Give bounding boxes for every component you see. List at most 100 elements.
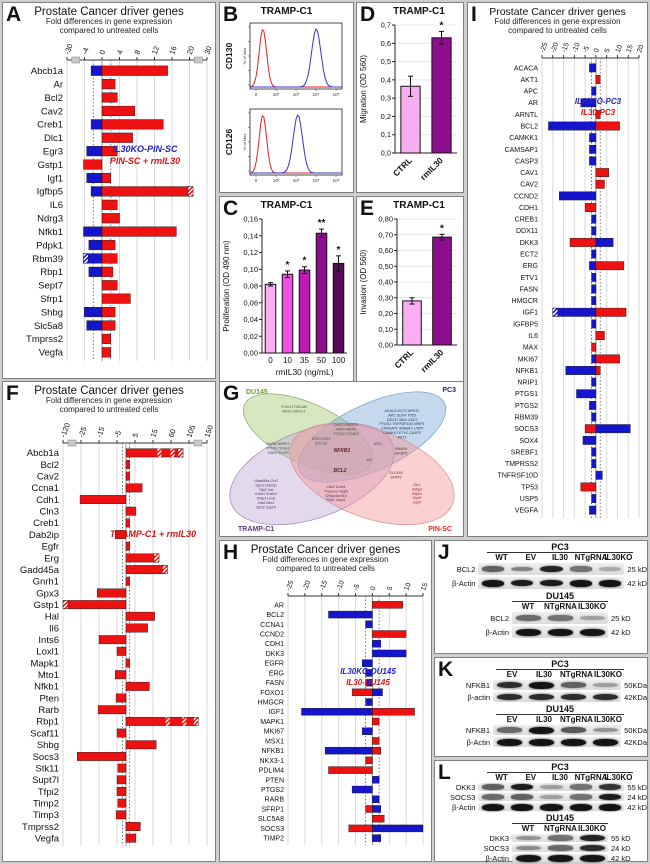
lane-label: IL30KO (604, 773, 633, 782)
gene-label: MAX (523, 345, 539, 352)
venn-region-genes: Rbp1 Gstp1 (326, 498, 345, 502)
molecular-weight-label: 42 kD (627, 578, 647, 588)
protein-band (511, 566, 534, 572)
venn-region-genes: ACACA ECT2 ARNTL (383, 409, 419, 413)
panel-I-subtitle: Fold differences in gene expression compa… (494, 17, 621, 35)
lane-label: IL30KO (593, 715, 622, 724)
band-slot (525, 681, 557, 689)
gene-label: IGFBP5 (513, 321, 538, 328)
y-tick-label: 0,00 (243, 349, 258, 358)
gene-label: NFKB1 (261, 748, 284, 755)
protein-band (579, 854, 605, 862)
gene-label: DDX11 (516, 228, 538, 235)
venn-ellipse-pc3 (297, 391, 447, 483)
protein-band (560, 682, 586, 688)
protein-band (511, 803, 534, 811)
band-slot (508, 579, 537, 587)
axis-tick-label: -5 (353, 583, 362, 591)
protein-label: β-Actin (451, 578, 476, 588)
bar (580, 98, 597, 108)
protein-band (540, 579, 563, 587)
axis-break (71, 56, 80, 64)
bar (595, 237, 614, 247)
panel-J-letter: J (438, 541, 450, 564)
gene-label: PDLIM4 (259, 767, 284, 774)
y-tick-label: 0,60 (378, 246, 393, 255)
molecular-weight-label: 25 kD (627, 564, 647, 574)
lane-label: IL30KO (593, 670, 622, 679)
protein-band (515, 854, 541, 862)
flow-x-tick-label: 10⁴ (313, 178, 320, 183)
protein-band (592, 738, 618, 746)
gene-label: SREBF1 (511, 449, 538, 456)
bar (591, 226, 597, 236)
gene-label: Cdh1 (36, 495, 59, 506)
gene-label: IL6 (528, 333, 538, 340)
gene-label: Tfpi2 (38, 787, 59, 798)
gene-label: CAMKK1 (509, 135, 538, 142)
panel-H-chart: -25 -20 -15 -10 -5 0 5 10 15 AR BCL2 CCNA1 CCND2 CDH1… (258, 580, 430, 845)
venn-ellipse-du145 (242, 393, 374, 475)
flow-x-tick-label: 0 (255, 92, 258, 97)
band-slot (512, 854, 544, 862)
bar (589, 144, 597, 154)
cell-line-label: PC3 (496, 659, 624, 670)
axis-tick-label: -15 (319, 580, 329, 592)
panel-E-title: TRAMP-C1 (393, 200, 445, 211)
gene-label: Tmprss2 (22, 822, 59, 833)
bar (101, 105, 136, 116)
protein-band (496, 693, 522, 701)
legend-item: IL30-DU145 (346, 678, 390, 687)
gene-label: FASN (520, 286, 538, 293)
band-slot (576, 834, 608, 842)
protein-label: SOCS3 (483, 843, 509, 853)
axis-tick-label: -25 (76, 425, 88, 438)
protein-band (569, 579, 592, 587)
bar-hatch (153, 553, 160, 563)
blot-strip (493, 692, 622, 702)
legend-item: IL30KO-PC3 (575, 97, 622, 106)
band-slot (566, 566, 595, 572)
protein-band (496, 681, 522, 689)
panel-A-title: Prostate Cancer driver genes (34, 6, 184, 18)
bar (125, 623, 148, 633)
gene-label: Sept7 (38, 280, 63, 291)
bar (115, 693, 127, 703)
band-slot (576, 628, 608, 636)
gene-label: TIMP2 (263, 835, 284, 842)
bar (595, 121, 620, 131)
gene-label: NFKB1 (515, 368, 538, 375)
lane-label: IL30 (551, 553, 568, 562)
axis-break (194, 56, 203, 64)
gene-label: Pdpk1 (36, 240, 63, 251)
band-slot (557, 738, 589, 746)
bar (101, 146, 118, 157)
gene-label: Rarb (38, 705, 59, 716)
bar (101, 347, 111, 358)
axis-tick-label: 150 (202, 424, 215, 439)
bar (101, 172, 111, 183)
bar (372, 639, 382, 648)
bar (351, 785, 373, 794)
gene-label: EGFR (265, 661, 284, 668)
band-slot (595, 793, 624, 801)
gene-label: Egfr (42, 541, 59, 552)
panel-I-letter: I (471, 3, 477, 26)
band-slot (544, 845, 576, 851)
bar (116, 728, 127, 738)
lane-label: IL30KO (577, 824, 606, 833)
band-slot (537, 803, 566, 811)
bar (372, 834, 382, 842)
gene-label: Creb1 (33, 518, 59, 529)
bar (348, 824, 373, 833)
lane-label: WT (495, 773, 508, 782)
blot-strip (512, 612, 608, 624)
y-tick-label: 0,06 (243, 298, 258, 307)
gene-label: FOXO1 (260, 690, 284, 697)
gene-label: Cav2 (41, 106, 63, 117)
venn-region-genes: Shbg Abcb1a (325, 494, 346, 498)
band-slot (512, 615, 544, 621)
gene-label: APC (524, 88, 538, 95)
panel-F-chart: -120 -25 -15 -5 5 15 60 105 150 Abcb1aBcl2Cav2Ccn… (20, 421, 215, 846)
